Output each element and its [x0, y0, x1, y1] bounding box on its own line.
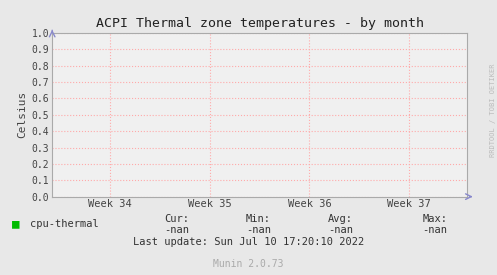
- Text: Avg:: Avg:: [328, 214, 353, 224]
- Text: -nan: -nan: [422, 225, 447, 235]
- Text: Last update: Sun Jul 10 17:20:10 2022: Last update: Sun Jul 10 17:20:10 2022: [133, 237, 364, 247]
- Text: Munin 2.0.73: Munin 2.0.73: [213, 259, 284, 269]
- Text: -nan: -nan: [164, 225, 189, 235]
- Text: Min:: Min:: [246, 214, 271, 224]
- Text: Cur:: Cur:: [164, 214, 189, 224]
- Text: Max:: Max:: [422, 214, 447, 224]
- Text: -nan: -nan: [328, 225, 353, 235]
- Text: RRDTOOL / TOBI OETIKER: RRDTOOL / TOBI OETIKER: [490, 63, 496, 157]
- Title: ACPI Thermal zone temperatures - by month: ACPI Thermal zone temperatures - by mont…: [96, 17, 423, 31]
- Text: ■: ■: [12, 218, 20, 231]
- Y-axis label: Celsius: Celsius: [17, 91, 28, 138]
- Text: -nan: -nan: [246, 225, 271, 235]
- Text: cpu-thermal: cpu-thermal: [30, 219, 98, 229]
